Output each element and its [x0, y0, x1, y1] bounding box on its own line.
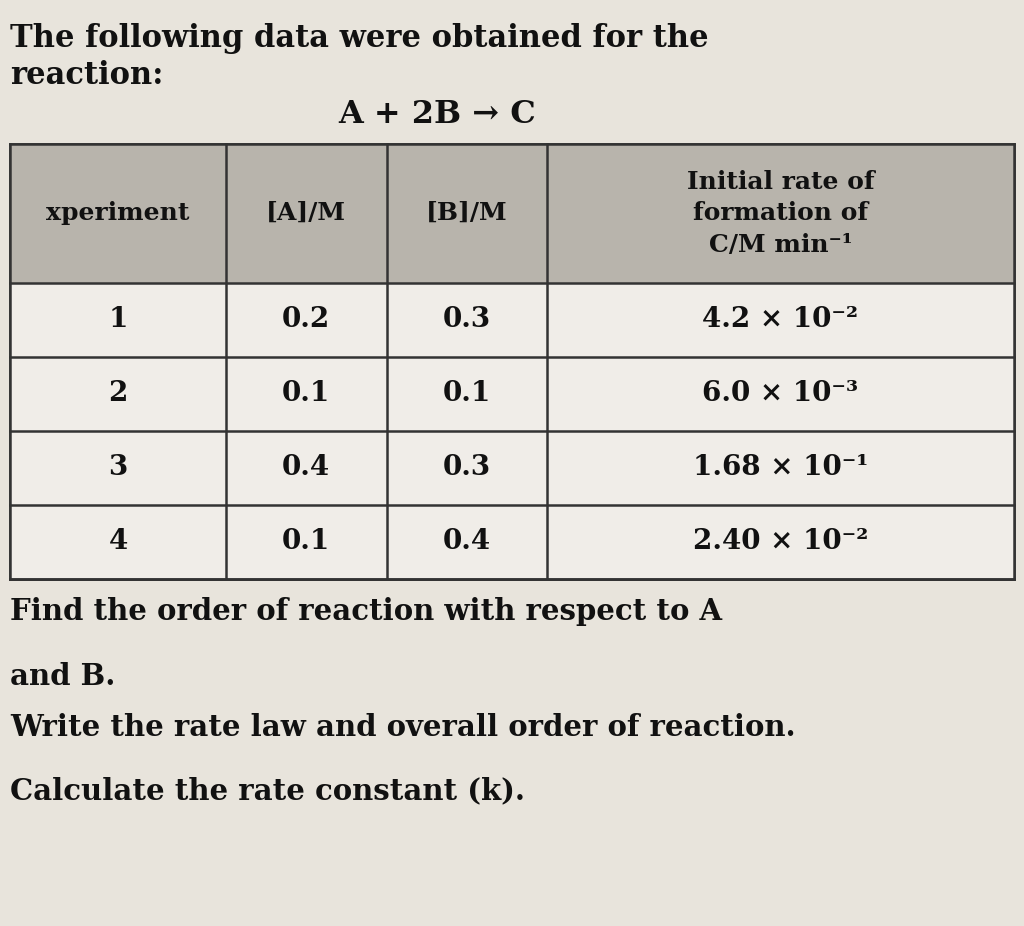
Text: The following data were obtained for the: The following data were obtained for the [10, 23, 709, 54]
Text: and B.: and B. [10, 662, 116, 691]
Text: 0.1: 0.1 [283, 528, 331, 556]
Text: Calculate the rate constant (k).: Calculate the rate constant (k). [10, 776, 525, 805]
Text: 0.4: 0.4 [442, 528, 490, 556]
Text: 0.3: 0.3 [442, 307, 490, 333]
Text: 6.0 × 10⁻³: 6.0 × 10⁻³ [702, 381, 858, 407]
Text: 0.3: 0.3 [442, 455, 490, 482]
Text: reaction:: reaction: [10, 60, 164, 91]
Text: 3: 3 [109, 455, 128, 482]
Text: 2.40 × 10⁻²: 2.40 × 10⁻² [693, 528, 868, 556]
Text: 2: 2 [109, 381, 128, 407]
FancyBboxPatch shape [10, 357, 1014, 431]
Text: 0.1: 0.1 [283, 381, 331, 407]
Text: 0.1: 0.1 [442, 381, 490, 407]
FancyBboxPatch shape [10, 431, 1014, 505]
FancyBboxPatch shape [10, 144, 1014, 282]
Text: Find the order of reaction with respect to A: Find the order of reaction with respect … [10, 597, 722, 626]
Text: 0.4: 0.4 [283, 455, 331, 482]
Text: 1: 1 [109, 307, 128, 333]
Text: xperiment: xperiment [46, 201, 189, 225]
Text: 4: 4 [109, 528, 128, 556]
Text: 4.2 × 10⁻²: 4.2 × 10⁻² [702, 307, 858, 333]
Text: 1.68 × 10⁻¹: 1.68 × 10⁻¹ [693, 455, 868, 482]
Text: Write the rate law and overall order of reaction.: Write the rate law and overall order of … [10, 713, 796, 742]
Text: A + 2B → C: A + 2B → C [338, 99, 536, 130]
Text: [A]/M: [A]/M [266, 201, 346, 225]
Text: Initial rate of
formation of
C/M min⁻¹: Initial rate of formation of C/M min⁻¹ [687, 169, 874, 257]
FancyBboxPatch shape [10, 282, 1014, 357]
FancyBboxPatch shape [10, 144, 1014, 579]
Text: [B]/M: [B]/M [426, 201, 508, 225]
FancyBboxPatch shape [10, 505, 1014, 579]
Text: 0.2: 0.2 [283, 307, 331, 333]
